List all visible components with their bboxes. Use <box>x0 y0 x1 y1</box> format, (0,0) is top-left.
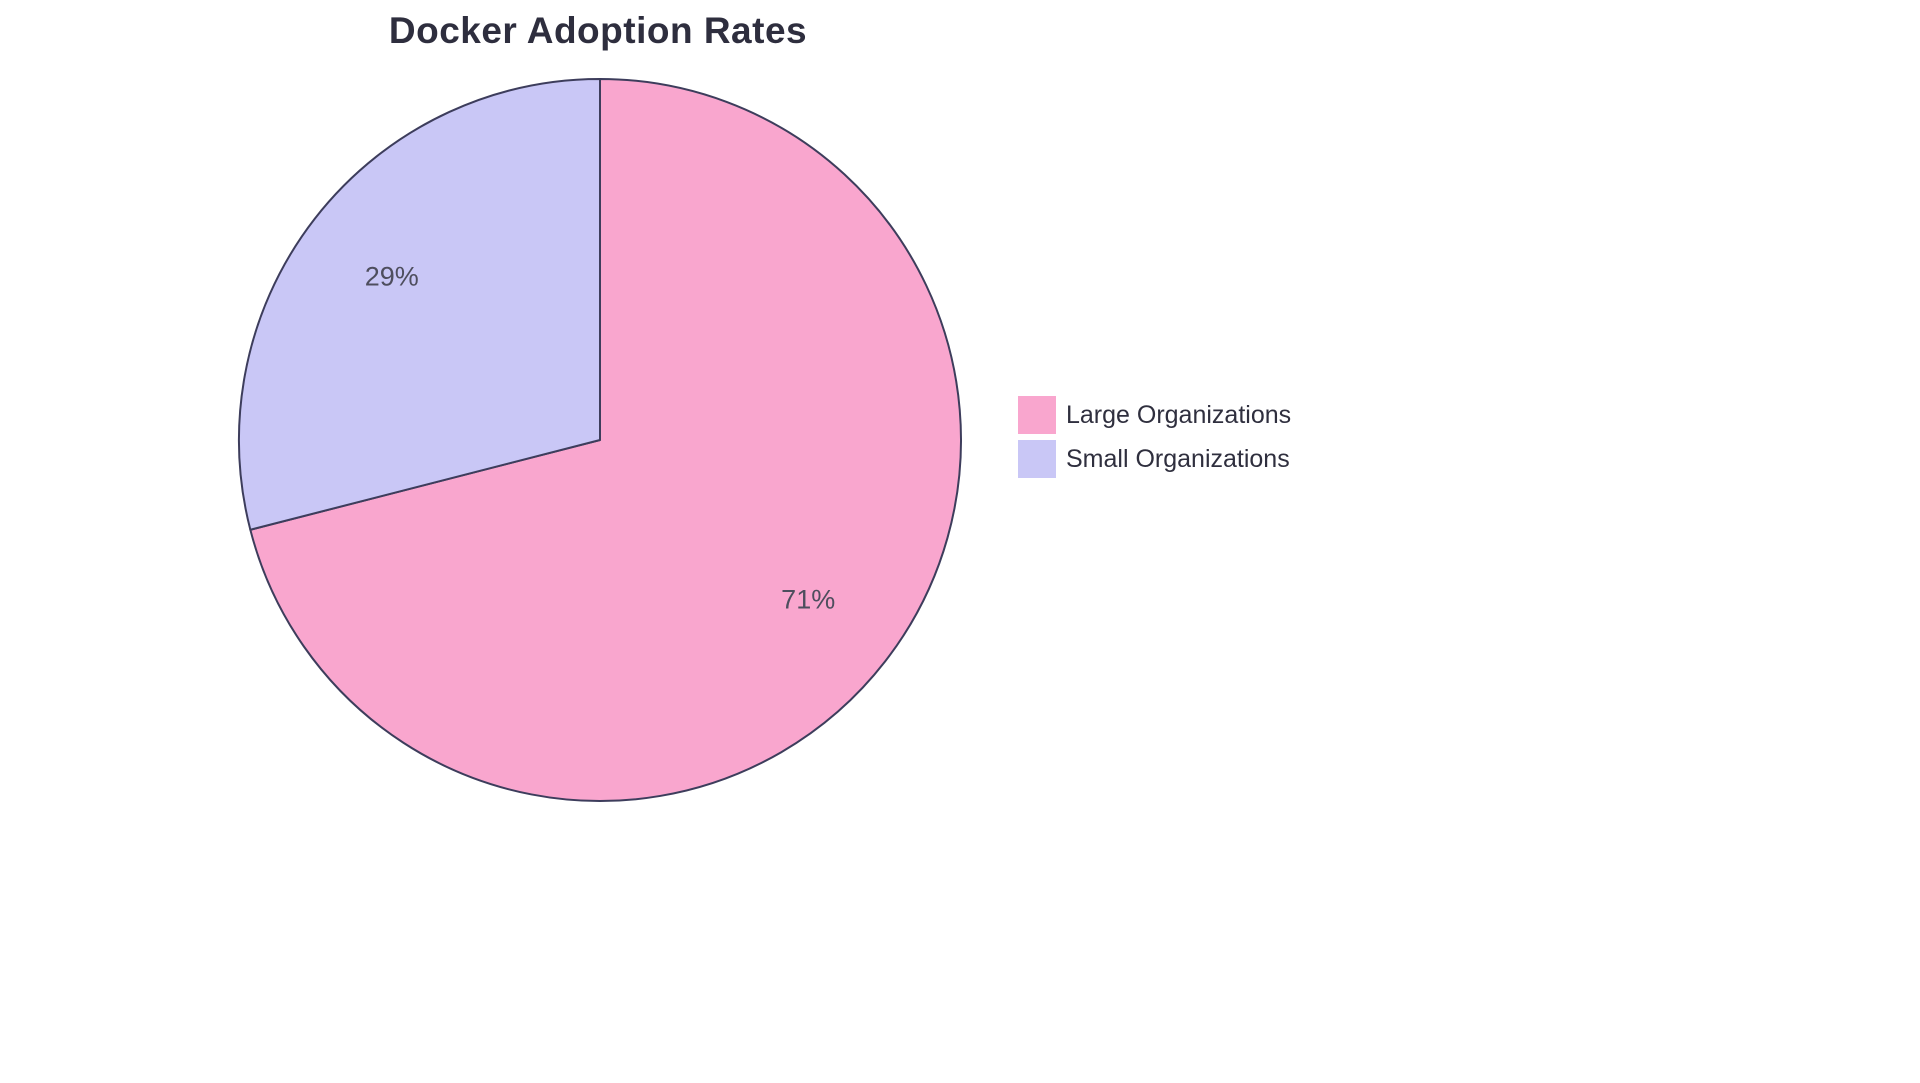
legend: Large Organizations Small Organizations <box>1018 396 1291 478</box>
legend-item-small-organizations[interactable]: Small Organizations <box>1018 440 1291 478</box>
legend-label-small-organizations: Small Organizations <box>1066 444 1290 473</box>
slice-value-label-small-organizations: 29% <box>365 262 419 292</box>
legend-swatch-large-organizations <box>1018 396 1056 434</box>
legend-swatch-small-organizations <box>1018 440 1056 478</box>
slice-value-label-large-organizations: 71% <box>781 585 835 615</box>
legend-item-large-organizations[interactable]: Large Organizations <box>1018 396 1291 434</box>
chart-title: Docker Adoption Rates <box>388 10 808 51</box>
legend-label-large-organizations: Large Organizations <box>1066 400 1292 429</box>
pie-slice-large-organizations[interactable] <box>249 78 962 802</box>
pie-slice-small-organizations[interactable] <box>238 78 601 531</box>
